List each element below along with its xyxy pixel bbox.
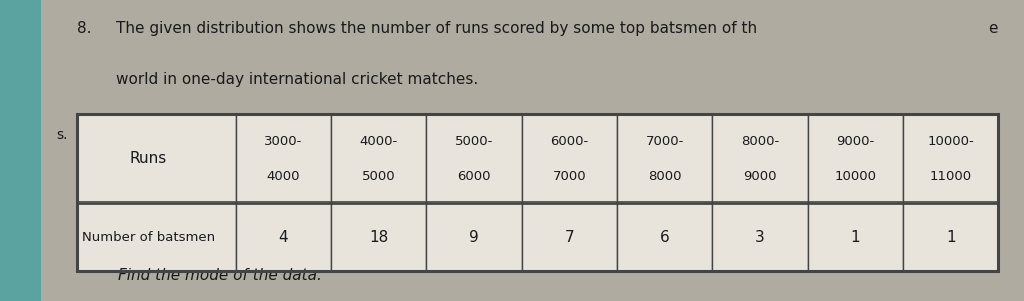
Text: 7000-: 7000- (645, 135, 684, 147)
Text: Runs: Runs (130, 151, 167, 166)
Bar (521, 114, 616, 203)
Text: 8000-: 8000- (741, 135, 779, 147)
Text: 10000-: 10000- (928, 135, 974, 147)
Text: 11000: 11000 (930, 170, 972, 183)
Text: 18: 18 (369, 230, 388, 244)
Text: 7000: 7000 (553, 170, 586, 183)
Bar (331, 203, 426, 271)
Bar (77, 114, 998, 271)
Text: 6000-: 6000- (550, 135, 589, 147)
Bar (77, 203, 236, 271)
Text: 1: 1 (946, 230, 955, 244)
Text: 3000-: 3000- (264, 135, 302, 147)
Text: 6000: 6000 (457, 170, 490, 183)
Bar (426, 114, 521, 203)
Bar (903, 114, 998, 203)
Bar (808, 203, 903, 271)
Text: 3: 3 (755, 230, 765, 244)
Bar (713, 203, 808, 271)
Text: 8000: 8000 (648, 170, 681, 183)
Text: 4000-: 4000- (359, 135, 397, 147)
Text: 9: 9 (469, 230, 479, 244)
Text: 9000: 9000 (743, 170, 777, 183)
Text: Number of batsmen: Number of batsmen (82, 231, 215, 244)
Text: 5000-: 5000- (455, 135, 494, 147)
Bar (236, 114, 331, 203)
Bar (331, 114, 426, 203)
Text: 5000: 5000 (361, 170, 395, 183)
Bar (616, 203, 713, 271)
Bar (521, 203, 616, 271)
Bar (236, 203, 331, 271)
Bar (903, 203, 998, 271)
Text: 4000: 4000 (266, 170, 300, 183)
Bar (713, 114, 808, 203)
Bar (616, 114, 713, 203)
Text: 1: 1 (851, 230, 860, 244)
Text: e: e (988, 21, 997, 36)
Bar (808, 114, 903, 203)
Text: 8.: 8. (77, 21, 91, 36)
Text: 6: 6 (659, 230, 670, 244)
Text: s.: s. (56, 129, 68, 142)
Text: world in one-day international cricket matches.: world in one-day international cricket m… (116, 72, 478, 87)
Text: 9000-: 9000- (837, 135, 874, 147)
Bar (0, 0, 41, 301)
Text: 4: 4 (279, 230, 288, 244)
Text: 7: 7 (564, 230, 574, 244)
Bar (426, 203, 521, 271)
Text: Find the mode of the data.: Find the mode of the data. (118, 268, 322, 283)
Text: 10000: 10000 (835, 170, 877, 183)
Bar (77, 114, 236, 203)
Text: The given distribution shows the number of runs scored by some top batsmen of th: The given distribution shows the number … (116, 21, 757, 36)
